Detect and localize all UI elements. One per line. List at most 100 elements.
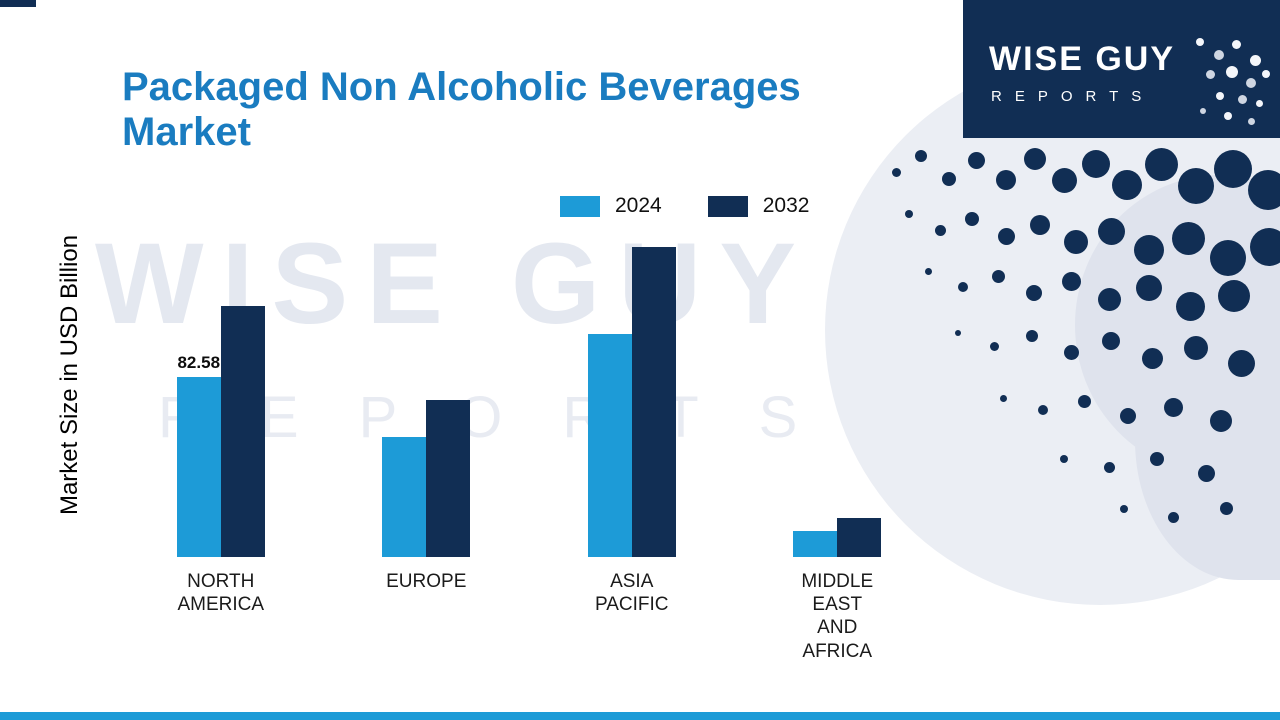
bar-group: MIDDLE EAST AND AFRICA xyxy=(793,197,882,663)
bar-group: ASIA PACIFIC xyxy=(587,197,676,616)
plot-area: 82.58 NORTH AMERICA EUROPE ASIA PACIFIC MIDD… xyxy=(118,197,940,663)
logo-head-dot xyxy=(1250,55,1261,66)
bar-pair xyxy=(793,197,882,557)
bar-value-label: 82.58 xyxy=(177,353,221,372)
decorative-dot xyxy=(1038,405,1048,415)
decorative-dot xyxy=(1078,395,1091,408)
bar-2032 xyxy=(837,518,882,557)
decorative-dot xyxy=(1220,502,1233,515)
decorative-dot xyxy=(1134,235,1164,265)
decorative-dot xyxy=(1064,230,1088,254)
decorative-dot xyxy=(1150,452,1164,466)
decorative-dot xyxy=(1098,288,1121,311)
bar-2032 xyxy=(631,247,676,557)
decorative-dot xyxy=(1210,240,1246,276)
decorative-dot xyxy=(1178,168,1214,204)
decorative-dot xyxy=(1218,280,1250,312)
decorative-dot xyxy=(1024,148,1046,170)
category-label: ASIA PACIFIC xyxy=(594,571,669,616)
bar-pair xyxy=(587,197,676,557)
decorative-dot xyxy=(1082,150,1110,178)
decorative-dot xyxy=(1250,228,1280,266)
bar-2032 xyxy=(220,306,265,557)
decorative-dot xyxy=(942,172,956,186)
logo-brand-text: WISE GUY xyxy=(989,40,1176,78)
category-label: NORTH AMERICA xyxy=(177,571,265,616)
logo-sub-text: REPORTS xyxy=(991,88,1155,105)
decorative-dot xyxy=(1062,272,1081,291)
decorative-dot xyxy=(935,225,946,236)
decorative-dot xyxy=(955,330,961,336)
logo-head-dot xyxy=(1262,70,1270,78)
decorative-dot xyxy=(925,268,932,275)
decorative-dot xyxy=(998,228,1015,245)
decorative-dot xyxy=(1176,292,1205,321)
decorative-dot xyxy=(1026,285,1042,301)
decorative-dot xyxy=(1142,348,1163,369)
top-left-accent-bar xyxy=(0,0,36,7)
decorative-dot xyxy=(1145,148,1178,181)
legend: 2024 2032 xyxy=(560,194,809,218)
logo-head-dot xyxy=(1232,40,1241,49)
watermark-brand-text: WISE GUY xyxy=(95,220,815,348)
decorative-dot xyxy=(1168,512,1179,523)
decorative-dot xyxy=(1026,330,1038,342)
decorative-dot xyxy=(905,210,913,218)
logo-head-dot xyxy=(1216,92,1224,100)
logo-head-dot xyxy=(1226,66,1238,78)
decorative-dot xyxy=(990,342,999,351)
bar-pair: 82.58 xyxy=(176,197,265,557)
logo-head-dot xyxy=(1256,100,1263,107)
legend-label: 2032 xyxy=(762,194,810,217)
bar-group: 82.58 NORTH AMERICA xyxy=(176,197,265,616)
decorative-dot xyxy=(1214,150,1252,188)
bar-2024 xyxy=(587,334,632,557)
decorative-dot xyxy=(996,170,1016,190)
decorative-dot xyxy=(1030,215,1050,235)
decorative-dot xyxy=(1102,332,1120,350)
y-axis-label: Market Size in USD Billion xyxy=(56,234,83,516)
decorative-dot xyxy=(1172,222,1205,255)
legend-item-2024: 2024 xyxy=(560,194,662,218)
legend-label: 2024 xyxy=(615,194,662,217)
decorative-dot xyxy=(968,152,985,169)
decorative-dot xyxy=(1000,395,1007,402)
category-label: MIDDLE EAST AND AFRICA xyxy=(801,571,874,662)
decorative-dot xyxy=(992,270,1005,283)
decorative-dot xyxy=(1120,505,1128,513)
decorative-dot xyxy=(1104,462,1115,473)
bar-group: EUROPE xyxy=(382,197,471,593)
decorative-dot xyxy=(1060,455,1068,463)
decorative-dot xyxy=(1164,398,1183,417)
decorative-dot xyxy=(1184,336,1208,360)
logo-head-dot xyxy=(1248,118,1255,125)
decorative-dot xyxy=(1210,410,1232,432)
logo-head-dot xyxy=(1196,38,1204,46)
legend-swatch xyxy=(707,195,748,217)
decorative-dot xyxy=(1228,350,1255,377)
chart-title: Packaged Non Alcoholic Beverages Market xyxy=(122,64,801,154)
logo-head-dot xyxy=(1214,50,1224,60)
decorative-dot xyxy=(1248,170,1280,210)
logo-head-dot xyxy=(1238,95,1247,104)
decorative-dot xyxy=(1052,168,1077,193)
decorative-dot xyxy=(1198,465,1215,482)
legend-swatch xyxy=(560,195,600,217)
logo-head-dot xyxy=(1246,78,1256,88)
bar-2024 xyxy=(382,437,427,557)
logo-head-dot xyxy=(1200,108,1206,114)
bar-2024 xyxy=(793,531,838,557)
decorative-dot xyxy=(1064,345,1079,360)
category-label: EUROPE xyxy=(386,571,467,592)
decorative-dot xyxy=(1136,275,1162,301)
legend-item-2032: 2032 xyxy=(707,194,810,218)
decorative-dot xyxy=(892,168,901,177)
logo-band: WISE GUY REPORTS xyxy=(963,0,1280,138)
bar-pair xyxy=(382,197,471,557)
decorative-dot xyxy=(965,212,979,226)
decorative-dot xyxy=(915,150,927,162)
logo-head-dot xyxy=(1206,70,1215,79)
bar-2032 xyxy=(426,400,471,557)
decorative-dot xyxy=(1098,218,1125,245)
